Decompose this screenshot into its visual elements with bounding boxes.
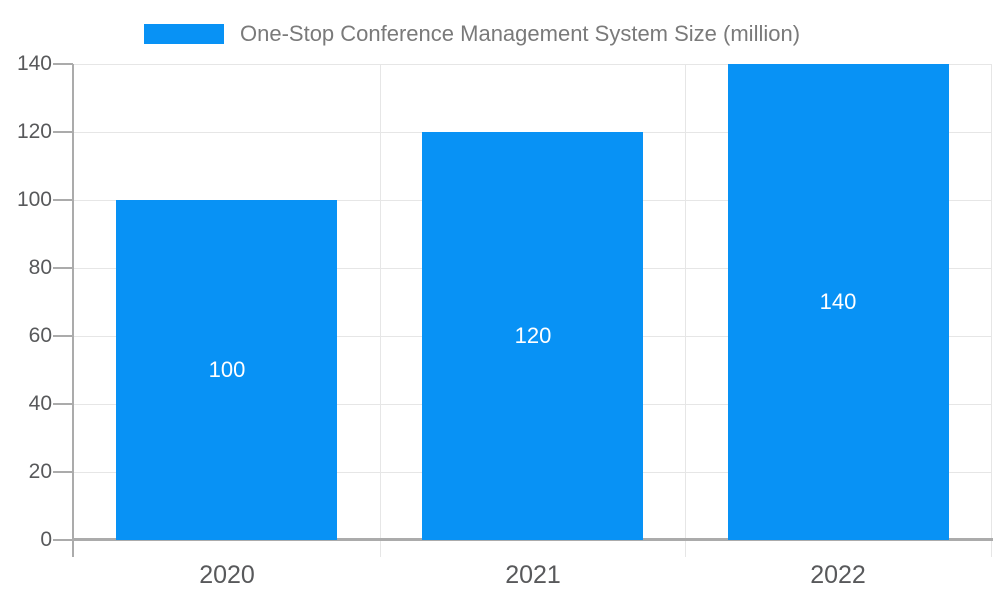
bar-value-label-2020: 100 [208, 357, 246, 382]
bar-value-label-2022: 140 [819, 289, 857, 314]
y-axis-label-20: 20 [28, 460, 52, 483]
y-axis-label-0: 0 [40, 528, 52, 551]
bar-2022[interactable] [728, 64, 949, 540]
gridline-x-1 [380, 64, 381, 557]
y-axis-line [72, 64, 74, 557]
y-axis-label-60: 60 [28, 324, 52, 347]
y-tick-60 [53, 335, 73, 337]
bar-value-label-2021: 120 [514, 323, 552, 348]
y-tick-20 [53, 471, 73, 473]
x-axis-label-2021: 2021 [505, 561, 561, 589]
x-axis-label-2022: 2022 [810, 561, 866, 589]
legend-label[interactable]: One-Stop Conference Management System Si… [240, 21, 801, 46]
y-tick-80 [53, 267, 73, 269]
gridline-x-2 [685, 64, 686, 557]
y-axis-label-80: 80 [28, 256, 52, 279]
y-axis-label-100: 100 [16, 188, 52, 211]
y-axis-label-120: 120 [16, 120, 52, 143]
x-axis-label-2020: 2020 [199, 561, 255, 589]
bar-2020[interactable] [116, 200, 337, 540]
y-tick-120 [53, 131, 73, 133]
gridline-y-140 [74, 64, 991, 65]
y-axis-label-40: 40 [28, 392, 52, 415]
y-tick-0 [53, 539, 73, 541]
legend-swatch[interactable] [144, 24, 224, 44]
y-axis-label-140: 140 [16, 52, 52, 75]
bar-2021[interactable] [422, 132, 643, 540]
y-tick-100 [53, 199, 73, 201]
y-tick-140 [53, 63, 73, 65]
plot-right-border [991, 64, 992, 557]
y-tick-40 [53, 403, 73, 405]
legend[interactable]: One-Stop Conference Management System Si… [144, 23, 800, 45]
